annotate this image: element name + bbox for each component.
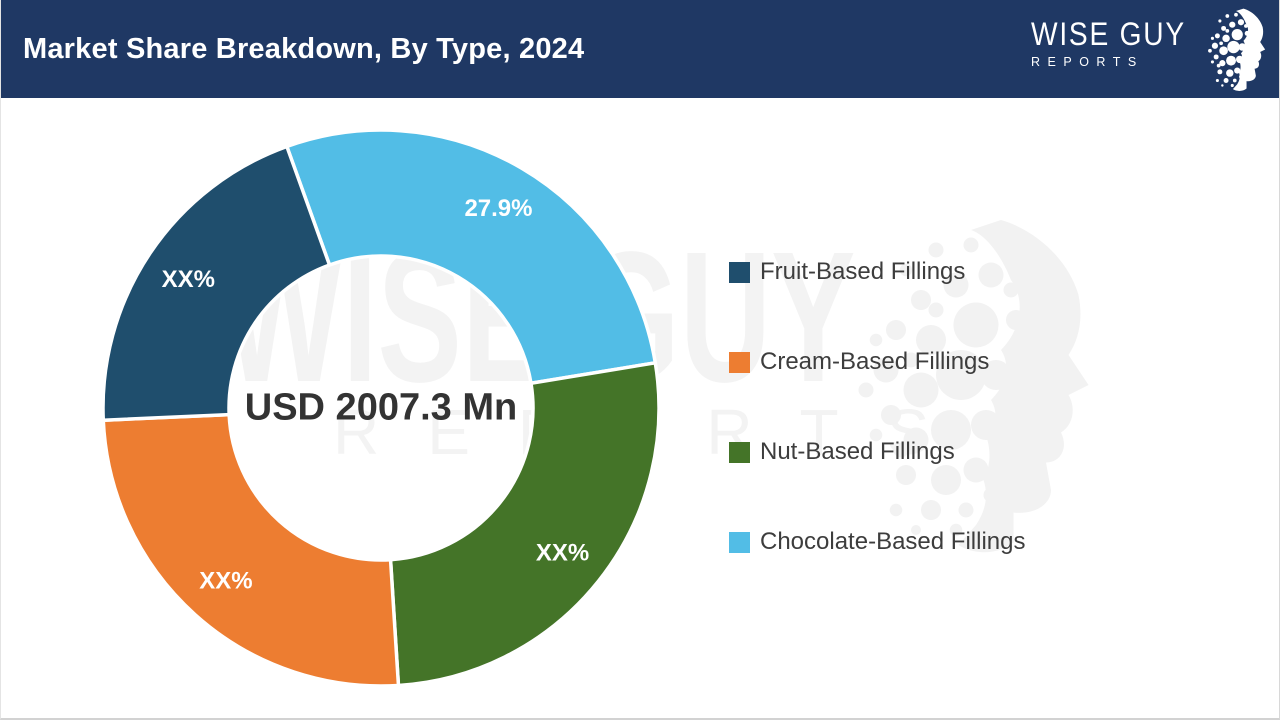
legend-swatch xyxy=(729,531,750,553)
slice-value-label: XX% xyxy=(162,266,215,293)
pie-slice-nut-based-fillings[interactable] xyxy=(388,361,661,688)
legend-swatch xyxy=(729,441,750,463)
legend-swatch xyxy=(729,351,750,373)
legend-label: Chocolate-Based Fillings xyxy=(760,528,1026,555)
legend-label: Fruit-Based Fillings xyxy=(760,258,966,285)
chart-center-total: USD 2007.3 Mn xyxy=(244,386,518,429)
page-title: Market Share Breakdown, By Type, 2024 xyxy=(23,32,585,65)
slice-value-label: XX% xyxy=(199,568,252,595)
logo-wordmark: WISE GUY xyxy=(1031,16,1186,52)
legend-item-fruit-based-fillings[interactable]: Fruit-Based Fillings xyxy=(729,258,1025,285)
legend-swatch xyxy=(729,261,750,283)
header-bar: Market Share Breakdown, By Type, 2024 WI… xyxy=(1,0,1279,98)
legend-item-cream-based-fillings[interactable]: Cream-Based Fillings xyxy=(729,348,1025,375)
legend-label: Nut-Based Fillings xyxy=(760,438,955,465)
donut-chart: 27.9% XX% XX% XX% xyxy=(101,128,661,688)
pie-slice-fruit-based-fillings[interactable] xyxy=(101,144,332,422)
logo-head-icon xyxy=(1208,8,1266,91)
logo-reports-text: REPORTS xyxy=(1031,55,1144,70)
pie-slice-cream-based-fillings[interactable] xyxy=(101,412,401,688)
slice-value-label: 27.9% xyxy=(464,195,532,222)
slice-value-label: XX% xyxy=(536,539,589,566)
legend-item-nut-based-fillings[interactable]: Nut-Based Fillings xyxy=(729,438,1025,465)
wise-guy-logo: WISE GUY REPORTS xyxy=(1029,0,1267,98)
pie-slice-chocolate-based-fillings[interactable] xyxy=(285,128,658,386)
chart-legend: Fruit-Based Fillings Cream-Based Fillings… xyxy=(729,258,1026,555)
legend-item-chocolate-based-fillings[interactable]: Chocolate-Based Fillings xyxy=(729,528,1026,555)
legend-label: Cream-Based Fillings xyxy=(760,348,990,375)
